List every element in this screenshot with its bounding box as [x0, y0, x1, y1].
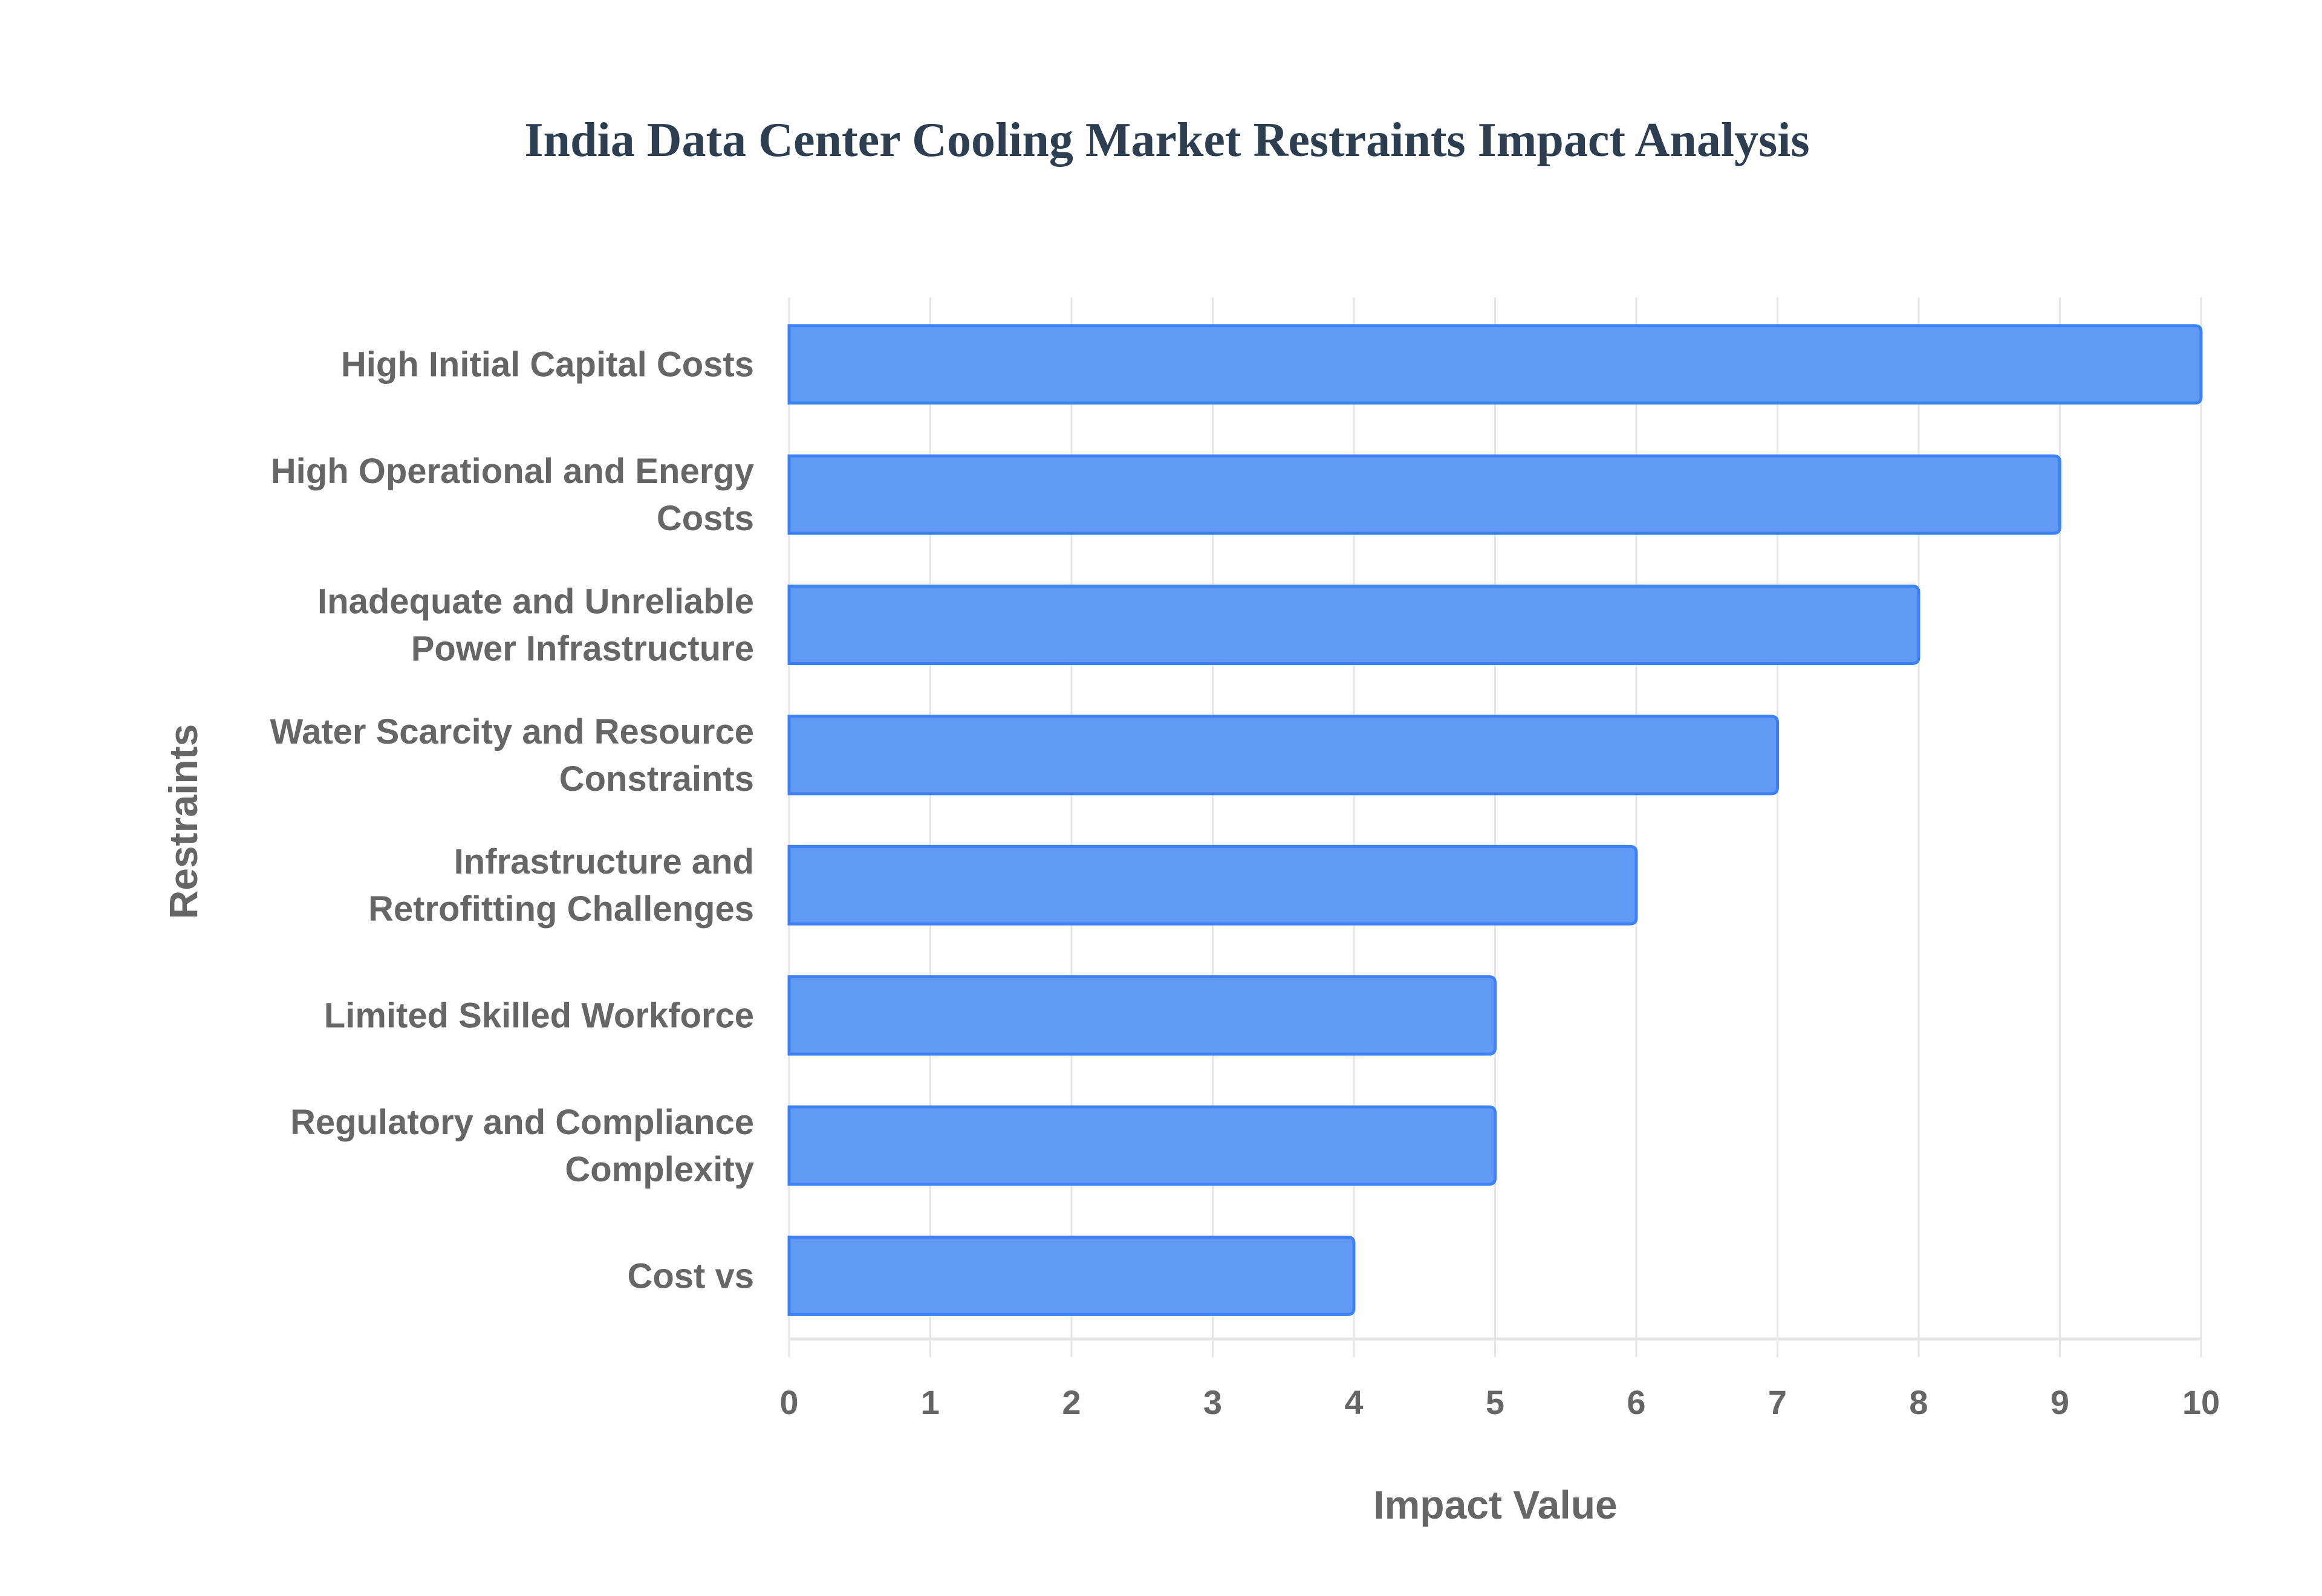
y-tick-label: High Initial Capital Costs: [341, 345, 754, 384]
x-tick-label: 3: [1203, 1383, 1222, 1421]
x-tick-label: 8: [1909, 1383, 1928, 1421]
y-tick-label: Regulatory and Compliance Complexity: [290, 1103, 754, 1189]
chart-title: India Data Center Cooling Market Restrai…: [524, 114, 1809, 167]
y-tick-label: Inadequate and Unreliable Power Infrastru…: [317, 582, 754, 668]
bars: [787, 324, 2203, 1316]
x-tick-labels: 0 1 2 3 4 5 6 7 8 9 10: [779, 1383, 2220, 1421]
bar[interactable]: [787, 715, 1779, 796]
bar[interactable]: [787, 1235, 1356, 1316]
bar[interactable]: [787, 454, 2061, 535]
bar[interactable]: [787, 1105, 1497, 1186]
y-tick-label: High Operational and Energy Costs: [271, 452, 754, 538]
x-tick-label: 9: [2050, 1383, 2069, 1421]
bar[interactable]: [787, 975, 1497, 1056]
bar[interactable]: [787, 845, 1638, 926]
y-axis-title: Restraints: [161, 724, 206, 920]
y-tick-labels: High Initial Capital Costs High Operation…: [270, 345, 754, 1296]
bar[interactable]: [787, 584, 1920, 665]
x-tick-label: 5: [1486, 1383, 1504, 1421]
x-tick-label: 2: [1062, 1383, 1081, 1421]
y-tick-label: Limited Skilled Workforce: [324, 996, 754, 1036]
bar[interactable]: [787, 324, 2203, 405]
y-tick-label: Cost vs: [627, 1256, 754, 1296]
x-tick-label: 4: [1344, 1383, 1363, 1421]
x-tick-label: 1: [921, 1383, 940, 1421]
y-tick-label: Infrastructure and Retrofitting Challenge…: [368, 842, 754, 929]
x-tick-label: 0: [779, 1383, 798, 1421]
x-tick-label: 7: [1768, 1383, 1787, 1421]
y-tick-label: Water Scarcity and Resource Constraints: [270, 712, 754, 799]
x-tick-label: 10: [2182, 1383, 2220, 1421]
x-axis-title: Impact Value: [1373, 1482, 1618, 1527]
x-tick-label: 6: [1627, 1383, 1645, 1421]
